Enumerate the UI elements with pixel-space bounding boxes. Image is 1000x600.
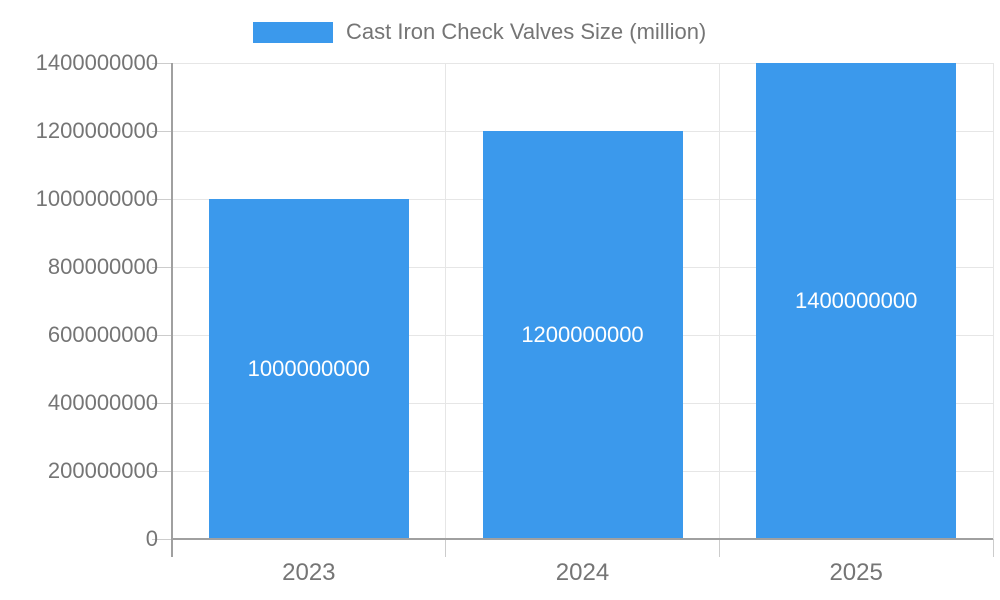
y-axis-tick-label: 1400000000	[35, 50, 158, 75]
legend-label: Cast Iron Check Valves Size (million)	[346, 19, 707, 44]
y-axis-tick	[152, 402, 172, 404]
x-gridline	[992, 63, 994, 539]
y-axis-tick	[152, 198, 172, 200]
legend-item[interactable]: Cast Iron Check Valves Size (million)	[253, 19, 706, 45]
legend-swatch-icon	[253, 21, 333, 43]
y-axis-tick-label: 1200000000	[35, 118, 158, 143]
y-axis-tick	[152, 266, 172, 268]
x-axis-category-label: 2024	[555, 559, 610, 586]
x-axis-line	[172, 538, 993, 540]
y-axis-tick-label: 200000000	[47, 458, 158, 483]
bar-value-label: 1000000000	[247, 356, 370, 381]
x-axis-tick	[445, 539, 447, 557]
plot-area: 0 200000000 400000000 600000000 800000000 100…	[36, 50, 994, 586]
bar-2024[interactable]: 1200000000	[482, 131, 683, 539]
y-axis-tick-label: 0	[145, 526, 158, 551]
y-axis-tick	[152, 470, 172, 472]
x-axis-tick	[992, 539, 994, 557]
y-axis-tick	[152, 62, 172, 64]
bar-2025[interactable]: 1400000000	[756, 63, 957, 539]
bar-value-label: 1200000000	[521, 322, 644, 347]
y-axis-tick-label: 1000000000	[35, 186, 158, 211]
x-axis-category-label: 2023	[282, 559, 336, 586]
y-axis-tick-label: 600000000	[47, 322, 158, 347]
x-axis-tick	[718, 539, 720, 557]
x-gridline	[445, 63, 447, 539]
x-axis-category-label: 2025	[829, 559, 883, 586]
y-axis-tick	[152, 130, 172, 132]
bar-value-label: 1400000000	[794, 288, 918, 313]
x-gridline	[718, 63, 720, 539]
y-axis-tick	[152, 538, 172, 540]
y-axis-tick-label: 800000000	[47, 254, 158, 279]
bar-2023[interactable]: 1000000000	[208, 199, 409, 539]
y-axis-line	[171, 63, 173, 557]
y-axis-tick	[152, 334, 172, 336]
y-gridline	[172, 62, 993, 64]
y-axis-tick-label: 400000000	[47, 390, 158, 415]
